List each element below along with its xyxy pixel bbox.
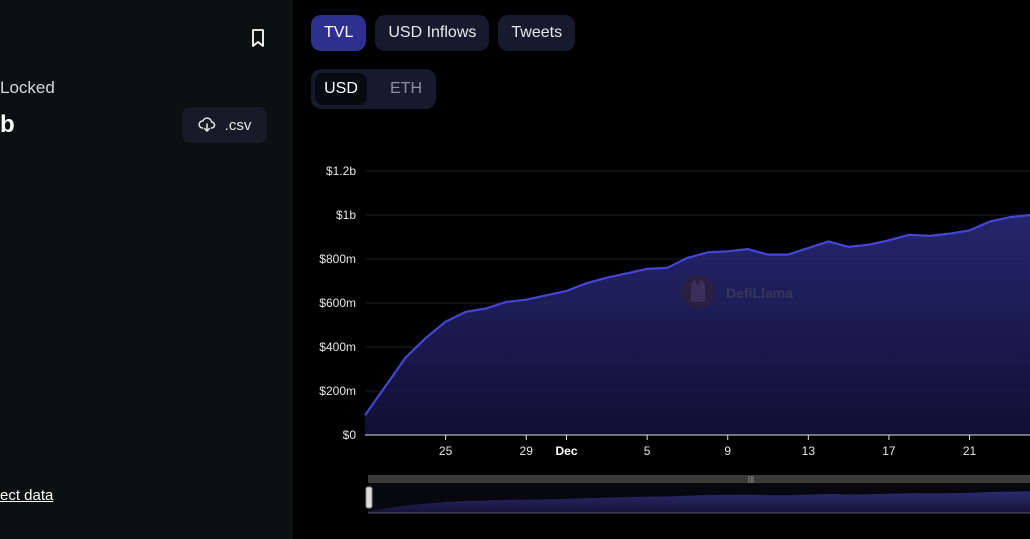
total-value-locked-label: Locked [0, 78, 55, 97]
denomination-eth[interactable]: ETH [390, 80, 422, 97]
x-tick-label: 9 [724, 444, 731, 458]
x-tick-label: Dec [556, 444, 578, 458]
y-tick-label: $1b [336, 208, 356, 222]
y-tick-label: $800m [319, 252, 356, 266]
defillama-logo-icon [681, 275, 715, 309]
bookmark-button[interactable] [248, 27, 268, 49]
main-panel: TVL USD Inflows Tweets USD ETH $0 $200m $4… [293, 0, 1030, 539]
chart-tabs: TVL USD Inflows Tweets [311, 15, 576, 51]
total-value-locked-value: b [0, 111, 15, 138]
navigator-area [368, 491, 1030, 513]
navigator-grip-icon[interactable]: ||| [748, 475, 754, 484]
download-csv-label: .csv [224, 116, 252, 134]
data-link[interactable]: ect data [0, 487, 54, 504]
x-tick-label: 29 [520, 444, 534, 458]
tvl-chart: $0 $200m $400m $600m $800m $1b $1.2b DefiLlama… [319, 164, 1030, 514]
x-tick-label: 5 [644, 444, 651, 458]
denomination-usd[interactable]: USD [315, 73, 367, 105]
watermark: DefiLlama [681, 275, 793, 309]
navigator-left-handle[interactable] [365, 486, 373, 509]
navigator-handle-bar[interactable] [368, 475, 1030, 483]
cloud-download-icon [198, 117, 215, 132]
bookmark-icon [252, 29, 264, 47]
tvl-area [365, 215, 1030, 435]
download-csv-button[interactable]: .csv [182, 107, 267, 143]
y-tick-label: $0 [343, 428, 357, 442]
y-tick-label: $400m [319, 340, 356, 354]
sidebar: Locked b .csv ect data [0, 0, 293, 539]
denomination-toggle: USD ETH [311, 69, 436, 109]
x-tick-label: 21 [963, 444, 977, 458]
tab-tweets[interactable]: Tweets [498, 15, 576, 51]
tab-tvl[interactable]: TVL [311, 15, 367, 51]
x-axis: 25 29 Dec 5 9 13 17 21 [365, 434, 1030, 458]
y-axis: $0 $200m $400m $600m $800m $1b $1.2b [319, 164, 356, 442]
tab-usd-inflows[interactable]: USD Inflows [375, 15, 490, 51]
y-tick-label: $600m [319, 296, 356, 310]
y-tick-label: $1.2b [326, 164, 356, 178]
x-tick-label: 13 [802, 444, 816, 458]
range-navigator[interactable]: ||| [365, 475, 1030, 514]
tvl-line [364, 213, 1030, 416]
watermark-text: DefiLlama [726, 285, 793, 301]
x-tick-label: 17 [882, 444, 896, 458]
x-tick-label: 25 [439, 444, 453, 458]
y-tick-label: $200m [319, 384, 356, 398]
